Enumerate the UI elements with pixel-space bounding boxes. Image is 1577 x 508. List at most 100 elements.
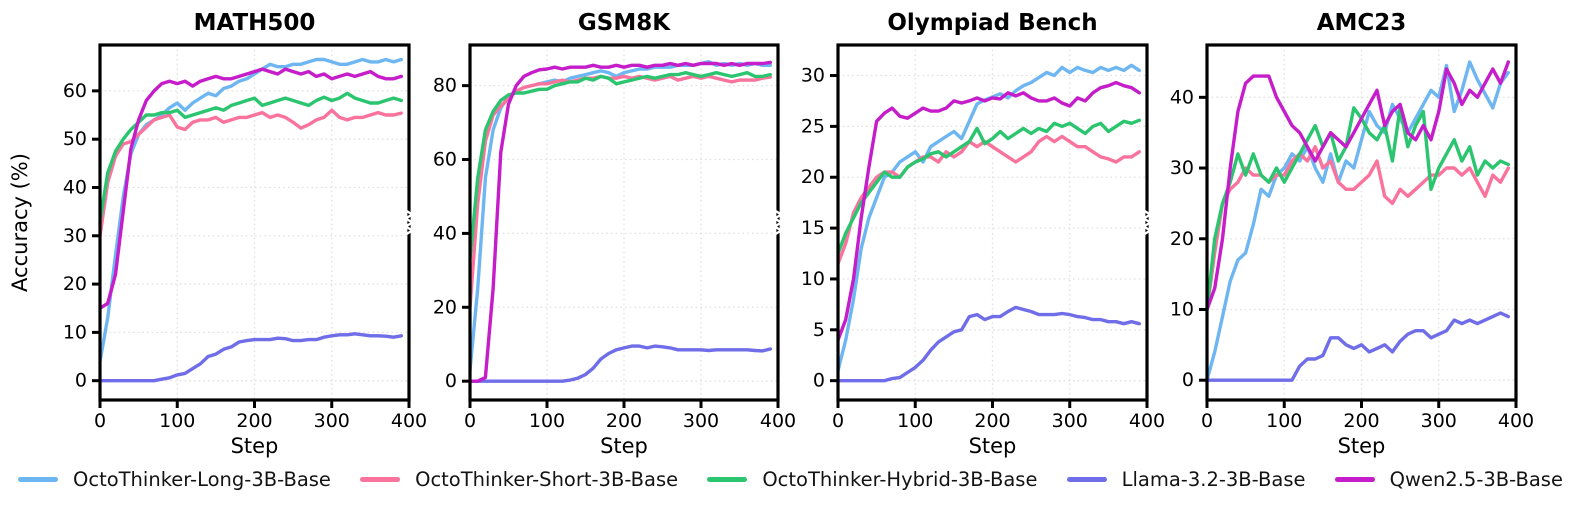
y-tick-label: 20 <box>801 166 825 188</box>
y-tick-label: 20 <box>433 296 457 318</box>
series-line-octothinker-short-3b-base <box>469 74 772 309</box>
legend-swatch <box>707 476 748 482</box>
y-tick-label: 0 <box>813 370 825 392</box>
y-tick-label: 0 <box>75 370 87 392</box>
x-tick-label: 0 <box>1201 410 1213 432</box>
y-tick-label: 10 <box>1170 298 1194 320</box>
series-line-octothinker-short-3b-base <box>1206 145 1511 312</box>
x-tick-label: 0 <box>94 410 106 432</box>
series-line-octothinker-short-3b-base <box>99 108 403 238</box>
series-line-qwen2-5-3b-base <box>469 60 772 383</box>
x-tick-label: 100 <box>1266 410 1302 432</box>
legend-label: Llama-3.2-3B-Base <box>1121 467 1306 491</box>
y-tick-label: 30 <box>63 225 87 247</box>
legend-swatch <box>18 476 58 482</box>
ticks <box>830 74 1149 408</box>
ticks <box>92 89 411 408</box>
x-tick-label: 100 <box>159 410 195 432</box>
legend-label: OctoThinker-Long-3B-Base <box>73 467 331 491</box>
series-line-qwen2-5-3b-base <box>837 80 1142 342</box>
x-tick-label: 200 <box>606 410 642 432</box>
x-tick-label: 300 <box>1421 410 1457 432</box>
series-line-llama-3-2-3b-base <box>99 332 403 383</box>
y-tick-label: 10 <box>801 268 825 290</box>
y-axis-label: Accuracy (%) <box>8 153 32 292</box>
legend-label: Qwen2.5-3B-Base <box>1389 467 1563 491</box>
chart-title: GSM8K <box>578 10 671 36</box>
chart-math500: 0 10 20 30 40 50 60 0 100 200 300 400 MATH500 Step Acc… <box>8 10 427 458</box>
y-tick-label: 50 <box>63 128 87 150</box>
legend-item-llama-3-2-3b-base: Llama-3.2-3B-Base <box>1066 467 1306 491</box>
x-tick-label: 0 <box>832 410 844 432</box>
series-line-octothinker-hybrid-3b-base <box>837 118 1142 256</box>
series-line-octothinker-hybrid-3b-base <box>1206 106 1511 312</box>
x-tick-label: 100 <box>529 410 565 432</box>
legend: OctoThinker-Long-3B-Base OctoThinker-Shor… <box>18 458 1563 500</box>
legend-item-qwen2-5-3b-base: Qwen2.5-3B-Base <box>1334 467 1563 491</box>
x-tick-label: 200 <box>1343 410 1379 432</box>
x-axis-label: Step <box>969 434 1017 458</box>
chart-title: AMC23 <box>1317 10 1407 36</box>
x-tick-label: 300 <box>683 410 719 432</box>
legend-swatch <box>360 476 401 482</box>
y-tick-label: 60 <box>433 149 457 171</box>
y-tick-label: 40 <box>1170 86 1194 108</box>
legend-item-octothinker-long-3b-base: OctoThinker-Long-3B-Base <box>18 468 331 491</box>
series-line-qwen2-5-3b-base <box>99 67 403 310</box>
series-line-llama-3-2-3b-base <box>469 344 772 383</box>
y-tick-label: 0 <box>1182 369 1194 391</box>
series-line-octothinker-hybrid-3b-base <box>469 70 772 261</box>
x-tick-label: 200 <box>974 410 1010 432</box>
ticks <box>462 84 780 408</box>
x-tick-label: 100 <box>897 410 933 432</box>
chart-title: Olympiad Bench <box>887 10 1097 36</box>
x-tick-label: 400 <box>1129 410 1165 432</box>
y-tick-label: 10 <box>63 321 87 343</box>
legend-label: OctoThinker-Short-3B-Base <box>415 467 679 491</box>
y-tick-label: 15 <box>801 217 825 239</box>
x-axis-label: Step <box>600 434 648 458</box>
x-tick-label: 400 <box>391 410 427 432</box>
y-tick-label: 20 <box>1170 228 1194 250</box>
y-tick-label: 20 <box>63 273 87 295</box>
series-line-octothinker-long-3b-base <box>837 63 1142 373</box>
series-line-octothinker-long-3b-base <box>469 59 772 372</box>
series-line-octothinker-hybrid-3b-base <box>99 91 403 224</box>
legend-swatch <box>1066 476 1107 482</box>
axis-break-marker <box>405 209 415 236</box>
series-line-llama-3-2-3b-base <box>1206 311 1511 382</box>
x-axis-label: Step <box>1338 434 1386 458</box>
series-line-octothinker-long-3b-base <box>1206 60 1511 382</box>
y-tick-label: 25 <box>801 115 825 137</box>
x-tick-label: 300 <box>1052 410 1088 432</box>
series-line-qwen2-5-3b-base <box>1206 60 1511 312</box>
y-tick-label: 30 <box>801 65 825 87</box>
x-tick-label: 0 <box>464 410 476 432</box>
y-tick-label: 60 <box>63 80 87 102</box>
ticks <box>1199 95 1518 408</box>
y-tick-label: 40 <box>63 176 87 198</box>
y-tick-label: 40 <box>433 222 457 244</box>
x-tick-label: 300 <box>314 410 350 432</box>
x-tick-label: 200 <box>236 410 272 432</box>
y-tick-label: 5 <box>813 319 825 341</box>
series-line-octothinker-short-3b-base <box>837 134 1142 266</box>
y-tick-label: 0 <box>445 370 457 392</box>
x-tick-label: 400 <box>1498 410 1534 432</box>
y-tick-label: 80 <box>433 75 457 97</box>
chart-gsm8k: 0 20 40 60 80 0 100 200 300 400 GSM8K Step <box>433 10 796 458</box>
axis-break-marker <box>1143 209 1153 236</box>
x-axis-label: Step <box>231 434 279 458</box>
legend-item-octothinker-short-3b-base: OctoThinker-Short-3B-Base <box>360 468 678 491</box>
x-tick-label: 400 <box>760 410 796 432</box>
chart-title: MATH500 <box>194 10 316 36</box>
axis-break-marker <box>774 209 784 236</box>
legend-swatch <box>1334 476 1375 482</box>
legend-label: OctoThinker-Hybrid-3B-Base <box>762 467 1038 491</box>
series-line-llama-3-2-3b-base <box>837 305 1142 383</box>
legend-item-octothinker-hybrid-3b-base: OctoThinker-Hybrid-3B-Base <box>707 468 1037 491</box>
y-tick-label: 30 <box>1170 157 1194 179</box>
